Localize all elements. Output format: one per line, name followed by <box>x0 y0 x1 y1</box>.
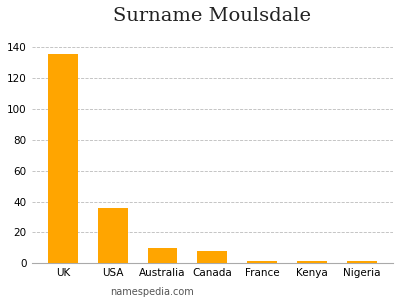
Bar <box>197 251 227 263</box>
Text: namespedia.com: namespedia.com <box>110 287 194 297</box>
Title: Surname Moulsdale: Surname Moulsdale <box>113 7 311 25</box>
Bar <box>148 248 178 263</box>
Bar <box>98 208 128 263</box>
Bar <box>347 261 377 263</box>
Bar <box>48 54 78 263</box>
Bar <box>297 261 327 263</box>
Bar <box>247 261 277 263</box>
